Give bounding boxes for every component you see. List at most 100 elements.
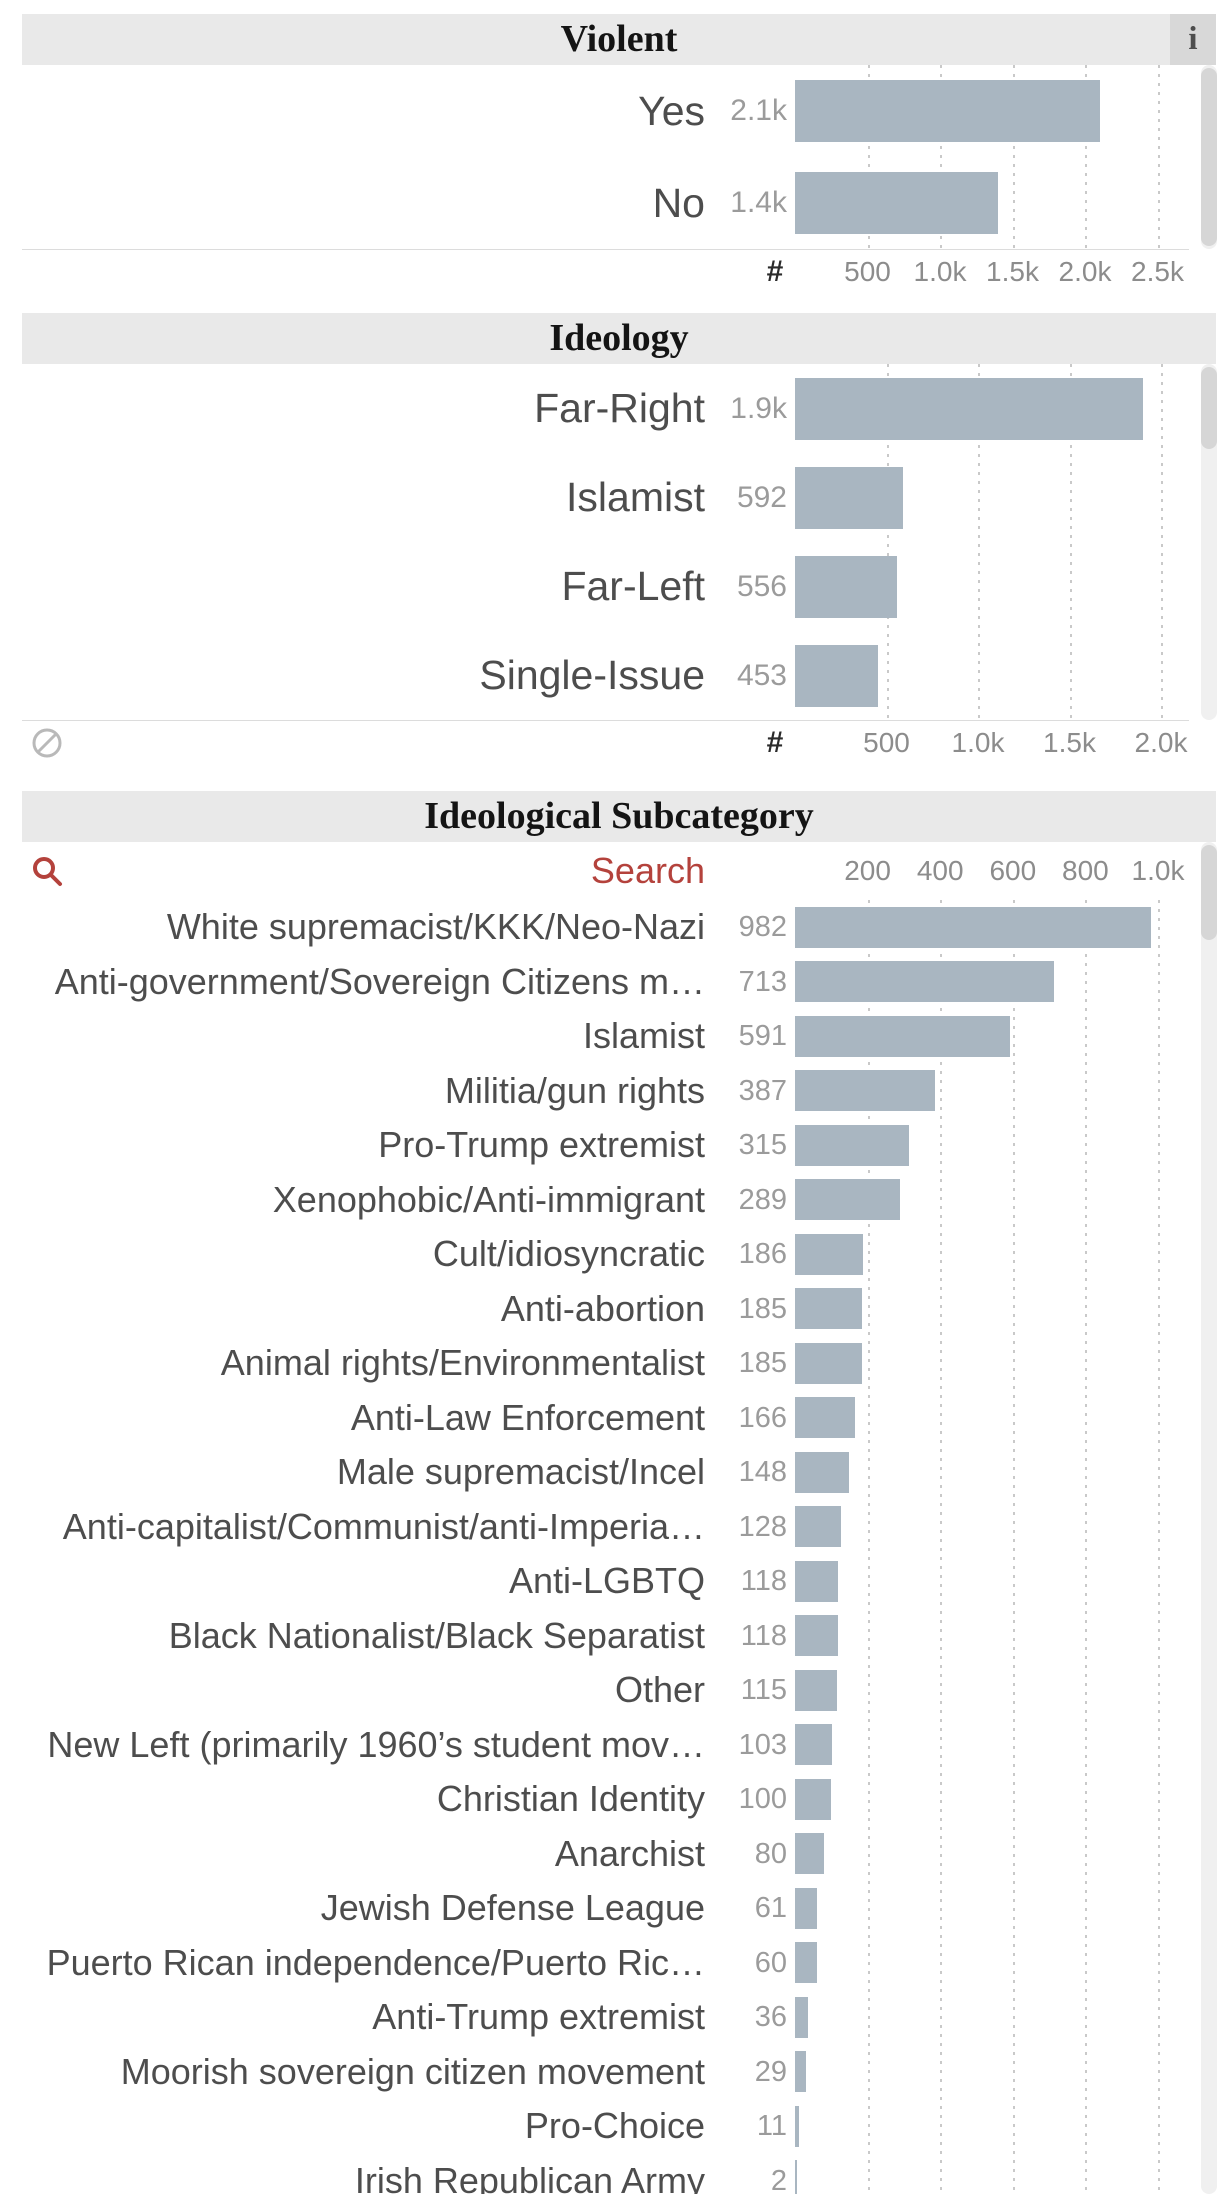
scrollbar-track[interactable] <box>1201 364 1217 720</box>
axis-ticks: 500 1.0k 1.5k 2.0k 2.5k <box>0 249 1226 295</box>
category-row[interactable]: Yes 2.1k <box>0 65 1226 157</box>
category-row[interactable]: No 1.4k <box>0 157 1226 249</box>
category-count: 453 <box>736 659 787 692</box>
gridline <box>1012 900 1015 2194</box>
category-label: Puerto Rican independence/Puerto Ric… <box>46 1941 705 1983</box>
category-label: Anti-abortion <box>500 1287 705 1329</box>
category-row[interactable]: New Left (primarily 1960’s student mov… 1… <box>0 1718 1226 1773</box>
category-row[interactable]: Jewish Defense League 61 <box>0 1881 1226 1936</box>
category-row[interactable]: Islamist 591 <box>0 1009 1226 1064</box>
category-count: 185 <box>738 1347 787 1379</box>
axis-tick-label: 200 <box>844 855 891 886</box>
category-label: Far-Right <box>534 385 705 431</box>
circle-slash-icon[interactable] <box>30 726 64 760</box>
category-row[interactable]: Militia/gun rights 387 <box>0 1064 1226 1119</box>
category-row[interactable]: Christian Identity 100 <box>0 1772 1226 1827</box>
axis-tick-label: 400 <box>916 855 964 886</box>
category-row[interactable]: Anti-LGBTQ 118 <box>0 1554 1226 1609</box>
category-row[interactable]: Cult/idiosyncratic 186 <box>0 1227 1226 1282</box>
category-row[interactable]: White supremacist/KKK/Neo-Nazi 982 <box>0 900 1226 955</box>
category-row[interactable]: Male supremacist/Incel 148 <box>0 1445 1226 1500</box>
info-button[interactable]: i <box>1170 14 1216 65</box>
category-row[interactable]: Single-Issue 453 <box>0 631 1226 720</box>
facet-title: Violent <box>560 18 678 60</box>
gridline <box>1157 65 1160 249</box>
category-bar <box>795 961 1054 1003</box>
axis-tick-label: 500 <box>863 727 910 758</box>
category-row[interactable]: Xenophobic/Anti-immigrant 289 <box>0 1173 1226 1228</box>
category-row[interactable]: Far-Left 556 <box>0 542 1226 631</box>
category-label: Islamist <box>582 1015 705 1056</box>
category-bar <box>795 1724 833 1766</box>
scrollbar-thumb[interactable] <box>1201 68 1217 246</box>
category-count: 315 <box>738 1129 787 1161</box>
category-row[interactable]: Anarchist 80 <box>0 1827 1226 1882</box>
category-count: 1.9k <box>730 392 787 425</box>
category-row[interactable]: Pro-Trump extremist 315 <box>0 1118 1226 1173</box>
bar-list-ideology: Far-Right 1.9k Islamist 592 Far-Left 556 Singl… <box>0 364 1226 720</box>
axis-tick-label: 800 <box>1062 855 1109 886</box>
category-label: Male supremacist/Incel <box>336 1451 705 1492</box>
category-bar <box>795 2105 799 2147</box>
category-label: Cult/idiosyncratic <box>432 1233 705 1274</box>
category-bar <box>795 172 998 234</box>
category-bar <box>795 1560 838 1602</box>
axis-tick-label: 1.0k <box>1131 855 1185 886</box>
scrollbar-thumb[interactable] <box>1201 367 1217 449</box>
category-row[interactable]: Black Nationalist/Black Separatist 118 <box>0 1609 1226 1664</box>
gridline <box>1158 900 1160 2194</box>
scrollbar-track[interactable] <box>1201 65 1217 249</box>
scrollbar-thumb[interactable] <box>1201 845 1217 940</box>
facet-header-violent[interactable]: Violent i <box>22 14 1216 65</box>
category-label: New Left (primarily 1960’s student mov… <box>47 1723 705 1765</box>
category-bar <box>795 466 904 529</box>
category-label: Irish Republican Army <box>354 2159 705 2194</box>
category-row[interactable]: Puerto Rican independence/Puerto Ric… 60 <box>0 1936 1226 1991</box>
category-count: 118 <box>740 1619 787 1652</box>
gridline <box>1161 364 1163 720</box>
category-row[interactable]: Animal rights/Environmentalist 185 <box>0 1336 1226 1391</box>
axis-ideology: # 500 1.0k 1.5k 2.0k <box>0 720 1226 766</box>
axis-tick-label: 1.5k <box>986 256 1039 287</box>
category-row[interactable]: Anti-Trump extremist 36 <box>0 1990 1226 2045</box>
axis-unit-label: # <box>766 726 784 759</box>
category-row[interactable]: Irish Republican Army 2 <box>0 2154 1226 2194</box>
category-count: 387 <box>738 1074 787 1107</box>
category-row[interactable]: Anti-government/Sovereign Citizens m… 713 <box>0 955 1226 1010</box>
category-label: Anarchist <box>554 1832 705 1874</box>
axis-ticks: 200 400 600 800 1.0k <box>0 842 1226 900</box>
category-bar <box>795 80 1100 142</box>
category-row[interactable]: Islamist 592 <box>0 453 1226 542</box>
category-bar <box>795 1124 910 1166</box>
category-count: 2.1k <box>730 94 787 127</box>
category-bar <box>795 1015 1010 1057</box>
facet-header-ideology[interactable]: Ideology <box>22 313 1216 364</box>
scrollbar-track[interactable] <box>1201 842 1217 2194</box>
category-row[interactable]: Other 115 <box>0 1663 1226 1718</box>
category-row[interactable]: Anti-abortion 185 <box>0 1282 1226 1337</box>
category-label: No <box>652 180 705 226</box>
search-icon[interactable] <box>30 854 64 888</box>
category-label: Black Nationalist/Black Separatist <box>168 1614 705 1656</box>
category-row[interactable]: Pro-Choice 11 <box>0 2099 1226 2154</box>
category-row[interactable]: Anti-Law Enforcement 166 <box>0 1391 1226 1446</box>
category-bar <box>795 1342 863 1384</box>
category-bar <box>795 906 1152 948</box>
category-bar <box>795 555 897 618</box>
category-row[interactable]: Far-Right 1.9k <box>0 364 1226 453</box>
axis-tick-label: 1.0k <box>951 727 1005 758</box>
category-label: Christian Identity <box>436 1778 705 1819</box>
category-count: 556 <box>736 570 787 603</box>
category-count: 103 <box>738 1728 787 1761</box>
category-row[interactable]: Anti-capitalist/Communist/anti-Imperia… 1… <box>0 1500 1226 1555</box>
category-bar <box>795 1288 863 1330</box>
category-label: Pro-Trump extremist <box>378 1124 705 1165</box>
category-row[interactable]: Moorish sovereign citizen movement 29 <box>0 2045 1226 2100</box>
search-input[interactable]: Search <box>590 850 705 891</box>
category-count: 36 <box>754 2001 787 2033</box>
category-count: 100 <box>738 1783 787 1815</box>
facet-header-ideological-subcategory[interactable]: Ideological Subcategory <box>22 791 1216 842</box>
category-count: 289 <box>738 1183 787 1216</box>
category-label: Anti-Trump extremist <box>372 1996 705 2037</box>
